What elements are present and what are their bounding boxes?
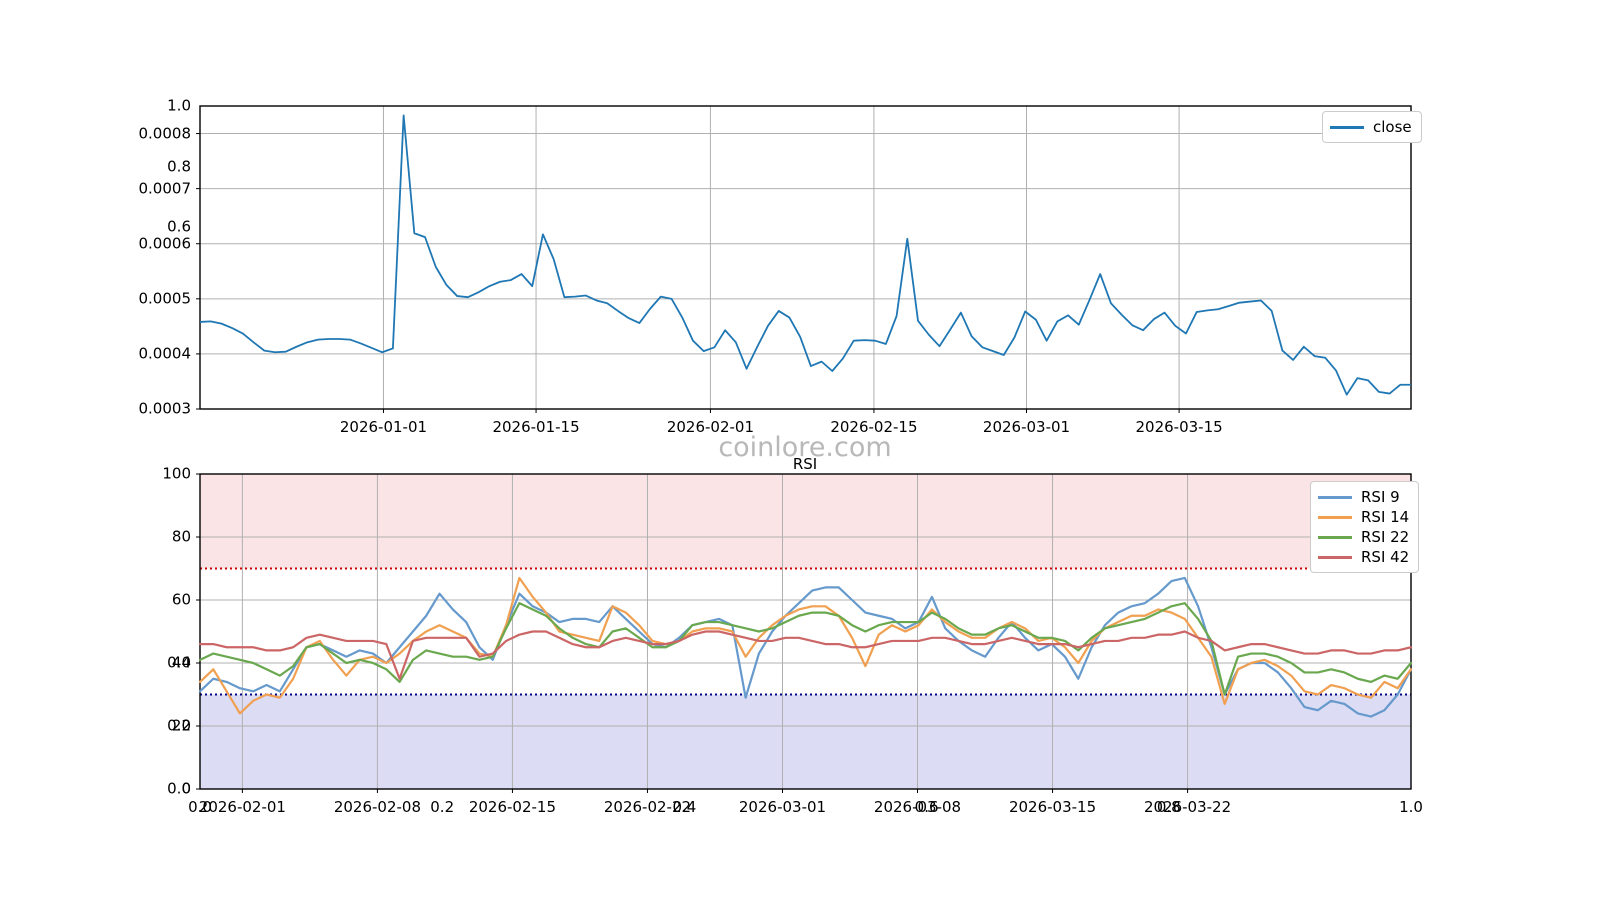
legend-item-label: RSI 22 [1361,528,1410,546]
watermark-coinlore: coinlore.com [718,432,892,463]
rsi-ytick-overlay-label: 0.4 [167,653,191,672]
price-ytick-label: 0.0003 [138,399,192,418]
price-close-line [199,114,1411,396]
legend-item[interactable]: RSI 22 [1318,527,1409,547]
rsi-xtick-overlay-label: 0.6 [914,798,939,816]
price-axes-frame [199,105,1412,410]
price-ytick-label: 0.0005 [138,289,192,308]
rsi-series-line [198,576,1413,715]
rsi-ytick-overlay-label: 0.2 [167,716,191,735]
legend-item-label: close [1373,118,1412,136]
rsi-chart-svg [196,473,1413,793]
price-xtick-label: 2026-01-01 [339,418,428,436]
rsi-xtick-overlay-label: 0.8 [1156,798,1181,816]
rsi-xtick-overlay-label: 0.4 [672,798,697,816]
legend-item-label: RSI 9 [1361,488,1400,506]
rsi-xtick-label: 2026-02-15 [468,798,557,816]
price-xtick-label: 2026-03-15 [1135,418,1223,436]
legend-item[interactable]: RSI 9 [1318,487,1409,507]
price-ytick-label: 0.0007 [138,179,192,198]
rsi-ytick-overlay-label: 0.0 [167,779,191,798]
rsi-panel-title: RSI [792,455,818,473]
rsi-legend[interactable]: RSI 9 RSI 14 RSI 22 RSI 42 [1310,481,1420,573]
rsi-xtick-label: 2026-02-22 [603,798,692,816]
rsi-xtick-overlay-label: 0.2 [430,798,455,816]
rsi-band [200,694,1411,789]
price-xtick-label: 2026-03-01 [982,418,1071,436]
legend-item-label: RSI 14 [1361,508,1410,526]
legend-color-swatch [1330,125,1364,129]
rsi-xtick-overlay-label: 1.0 [1399,798,1423,816]
price-ytick-overlay-label: 0.8 [167,157,191,176]
rsi-xtick-overlay-label: 0.0 [188,798,212,816]
rsi-chart-panel [0,440,1600,900]
rsi-xtick-label: 2026-03-22 [1143,798,1232,816]
rsi-ytick-label: 0 [181,779,191,798]
rsi-xtick-label: 2026-03-15 [1008,798,1097,816]
legend-item[interactable]: RSI 14 [1318,507,1409,527]
rsi-series-line [198,602,1413,696]
rsi-ytick-label: 40 [171,653,191,672]
price-legend[interactable]: close [1322,111,1422,143]
price-ytick-label: 0.0008 [138,124,192,143]
price-ytick-overlay-label: 0.6 [167,217,191,236]
rsi-xtick-label: 2026-03-01 [738,798,827,816]
rsi-ytick-label: 100 [162,464,191,483]
price-ytick-overlay-label: 1.0 [167,96,191,115]
rsi-ytick-label: 80 [171,527,191,546]
price-xtick-label: 2026-02-01 [666,418,755,436]
legend-color-swatch [1318,495,1352,499]
price-xtick-label: 2026-01-15 [492,418,580,436]
legend-color-swatch [1318,555,1352,559]
price-chart-svg [196,105,1412,413]
rsi-band [200,474,1411,569]
price-ytick-label: 0.0006 [138,234,192,253]
legend-item-label: RSI 42 [1361,548,1410,566]
legend-item[interactable]: RSI 42 [1318,547,1409,567]
rsi-xtick-label: 2026-03-08 [873,798,962,816]
price-ytick-label: 0.0004 [138,344,192,363]
rsi-ytick-label: 60 [171,590,191,609]
legend-color-swatch [1318,535,1352,539]
price-xtick-label: 2026-02-15 [830,418,918,436]
legend-item[interactable]: close [1330,117,1412,137]
rsi-axes-frame [199,473,1412,790]
legend-color-swatch [1318,515,1352,519]
rsi-ytick-label: 20 [171,716,191,735]
price-chart-panel [0,0,1600,440]
rsi-series-line [198,630,1413,680]
rsi-xtick-label: 2026-02-08 [333,798,421,816]
rsi-xtick-label: 2026-02-01 [198,798,286,816]
